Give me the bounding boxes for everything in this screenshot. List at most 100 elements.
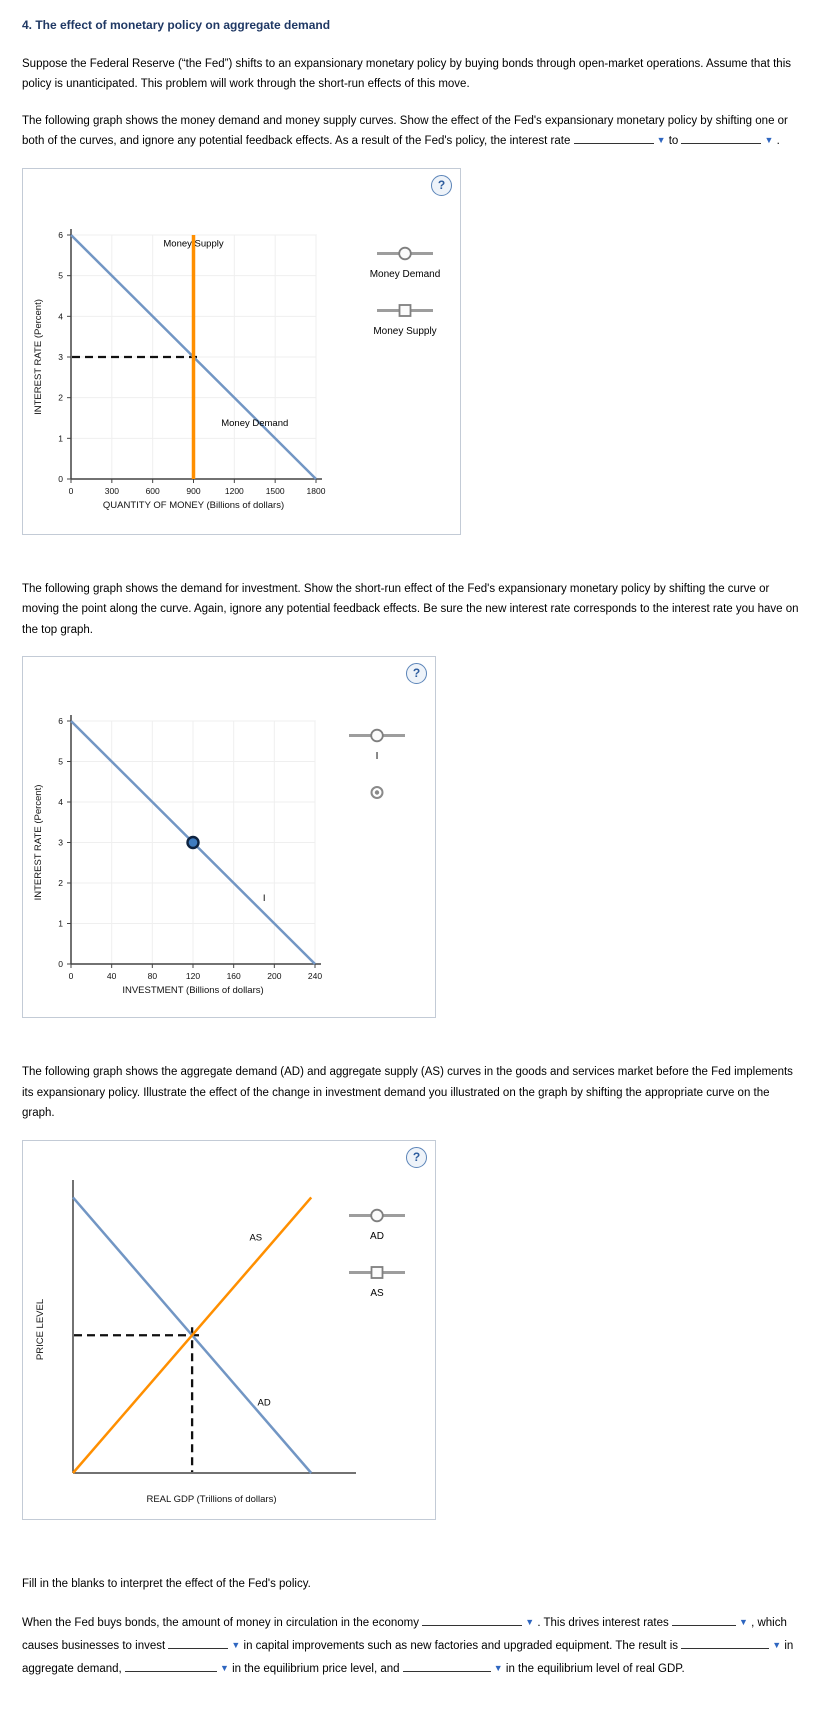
y-tick-label: 2 bbox=[58, 878, 63, 888]
x-tick-label: 80 bbox=[148, 971, 158, 981]
real-gdp-dropdown[interactable]: ▼ bbox=[402, 1658, 503, 1681]
legend-item-money-supply: Money Supply bbox=[353, 302, 457, 337]
ad-as-panel: AD AS REAL GDP (Trillions of dollars) PRICE… bbox=[22, 1139, 436, 1520]
help-icon[interactable]: ? bbox=[431, 174, 452, 196]
dropdown-caret-icon: ▼ bbox=[525, 1617, 535, 1628]
price-level-dropdown[interactable]: ▼ bbox=[124, 1658, 229, 1681]
ad-curve-label: AD bbox=[258, 1397, 271, 1408]
investment-legend: I bbox=[329, 727, 425, 826]
dropdown-blank bbox=[573, 131, 654, 145]
as-curve-label: AS bbox=[249, 1232, 262, 1243]
legend-label-i: I bbox=[375, 751, 379, 763]
ad-as-chart[interactable]: AD AS REAL GDP (Trillions of dollars) PRICE… bbox=[23, 1141, 383, 1516]
y-tick-label: 4 bbox=[58, 797, 63, 807]
prompt-text: . bbox=[776, 135, 780, 148]
legend-label-ad: AD bbox=[370, 1230, 384, 1242]
investment-panel: 0 40 80 120 160 200 240 0 1 2 3 4 5 6 I INVESTMENT (Bil… bbox=[22, 656, 436, 1019]
money-market-legend: Money Demand Money Supply bbox=[353, 245, 457, 359]
money-supply-curve-label: Money Supply bbox=[163, 238, 223, 249]
money-demand-curve-label: Money Demand bbox=[221, 418, 288, 429]
x-tick-label: 200 bbox=[267, 971, 281, 981]
y-tick-label: 1 bbox=[58, 433, 63, 443]
y-axis-label: INTEREST RATE (Percent) bbox=[33, 299, 44, 415]
dropdown-blank bbox=[671, 1613, 736, 1627]
dropdown-caret-icon: ▼ bbox=[493, 1663, 503, 1674]
interest-rate-level-dropdown[interactable]: ▼ bbox=[681, 131, 773, 151]
money-supply-drag-handle[interactable] bbox=[373, 302, 437, 319]
money-market-prompt: The following graph shows the money dema… bbox=[22, 111, 804, 152]
x-tick-label: 120 bbox=[186, 971, 200, 981]
dropdown-blank bbox=[402, 1659, 491, 1673]
x-tick-label: 0 bbox=[69, 971, 74, 981]
interpretation-text: in the equilibrium price level, and bbox=[232, 1663, 400, 1676]
dropdown-blank bbox=[681, 131, 762, 145]
y-tick-label: 4 bbox=[58, 311, 63, 321]
y-tick-label: 0 bbox=[58, 474, 63, 484]
money-circulation-dropdown[interactable]: ▼ bbox=[422, 1612, 534, 1635]
interest-rates-dropdown[interactable]: ▼ bbox=[671, 1612, 748, 1635]
handle-knob-circle bbox=[398, 246, 412, 261]
y-tick-label: 3 bbox=[58, 352, 63, 362]
x-tick-label: 240 bbox=[308, 971, 322, 981]
x-tick-label: 1200 bbox=[225, 486, 244, 496]
handle-knob-circle bbox=[370, 729, 384, 743]
handle-knob-circle bbox=[370, 1208, 384, 1222]
handle-knob-square bbox=[370, 1265, 384, 1279]
legend-item-i: I bbox=[329, 727, 425, 762]
x-tick-label: 40 bbox=[107, 971, 117, 981]
investment-chart[interactable]: 0 40 80 120 160 200 240 0 1 2 3 4 5 6 I INVESTMENT (Bil… bbox=[23, 657, 363, 1012]
dropdown-caret-icon: ▼ bbox=[231, 1640, 241, 1651]
legend-item-ad: AD bbox=[329, 1207, 425, 1242]
dropdown-caret-icon: ▼ bbox=[738, 1617, 748, 1628]
x-axis-label: QUANTITY OF MONEY (Billions of dollars) bbox=[103, 500, 284, 511]
as-drag-handle[interactable] bbox=[345, 1264, 409, 1281]
x-tick-label: 0 bbox=[69, 486, 74, 496]
money-demand-drag-handle[interactable] bbox=[373, 245, 437, 262]
fill-blanks-heading: Fill in the blanks to interpret the effe… bbox=[22, 1577, 311, 1590]
help-icon[interactable]: ? bbox=[406, 1146, 427, 1168]
handle-knob-square bbox=[398, 303, 412, 317]
y-axis-label: INTEREST RATE (Percent) bbox=[33, 785, 44, 901]
interpretation-text: . This drives interest rates bbox=[537, 1617, 669, 1630]
ad-as-legend: AD AS bbox=[329, 1207, 425, 1321]
x-axis-label: REAL GDP (Trillions of dollars) bbox=[146, 1494, 276, 1505]
movable-point[interactable] bbox=[186, 836, 200, 850]
ad-as-prompt: The following graph shows the aggregate … bbox=[22, 1066, 793, 1120]
y-tick-label: 3 bbox=[58, 838, 63, 848]
i-curve-label: I bbox=[263, 894, 266, 905]
dropdown-blank bbox=[124, 1659, 217, 1673]
dropdown-blank bbox=[422, 1613, 523, 1627]
dropdown-caret-icon: ▼ bbox=[764, 135, 774, 146]
money-market-chart[interactable]: 0 300 600 900 1200 1500 1800 0 1 2 3 4 5 6 Money Deman… bbox=[23, 169, 363, 529]
y-axis-label: PRICE LEVEL bbox=[35, 1299, 46, 1360]
dropdown-caret-icon: ▼ bbox=[772, 1640, 782, 1651]
dropdown-blank bbox=[168, 1636, 229, 1650]
interpretation-text: in the equilibrium level of real GDP. bbox=[505, 1663, 685, 1676]
legend-item-money-demand: Money Demand bbox=[353, 245, 457, 280]
dropdown-blank bbox=[681, 1636, 770, 1650]
legend-label-as: AS bbox=[370, 1287, 384, 1299]
y-tick-label: 0 bbox=[58, 959, 63, 969]
legend-label-money-demand: Money Demand bbox=[369, 268, 441, 280]
ad-drag-handle[interactable] bbox=[345, 1207, 409, 1224]
y-tick-label: 6 bbox=[58, 716, 63, 726]
prompt-text: The following graph shows the money dema… bbox=[22, 114, 788, 148]
interpretation-text: , which causes businesses to invest bbox=[22, 1617, 787, 1653]
as-curve[interactable] bbox=[72, 1196, 313, 1474]
x-tick-label: 1500 bbox=[266, 486, 285, 496]
x-tick-label: 1800 bbox=[307, 486, 326, 496]
help-icon[interactable]: ? bbox=[406, 663, 427, 685]
interest-rate-change-dropdown[interactable]: ▼ bbox=[573, 131, 665, 151]
point-point-symbol[interactable] bbox=[345, 784, 409, 801]
y-tick-label: 6 bbox=[58, 230, 63, 240]
page-title: 4. The effect of monetary policy on aggr… bbox=[22, 18, 331, 32]
x-tick-label: 600 bbox=[146, 486, 160, 496]
interpretation-text: in capital improvements such as new fact… bbox=[243, 1640, 678, 1653]
business-investment-dropdown[interactable]: ▼ bbox=[168, 1635, 240, 1658]
y-tick-label: 5 bbox=[58, 757, 63, 767]
i-drag-handle[interactable] bbox=[345, 727, 409, 744]
aggregate-demand-result-dropdown[interactable]: ▼ bbox=[681, 1635, 781, 1658]
y-tick-label: 5 bbox=[58, 271, 63, 281]
legend-label-money-supply: Money Supply bbox=[373, 325, 437, 337]
